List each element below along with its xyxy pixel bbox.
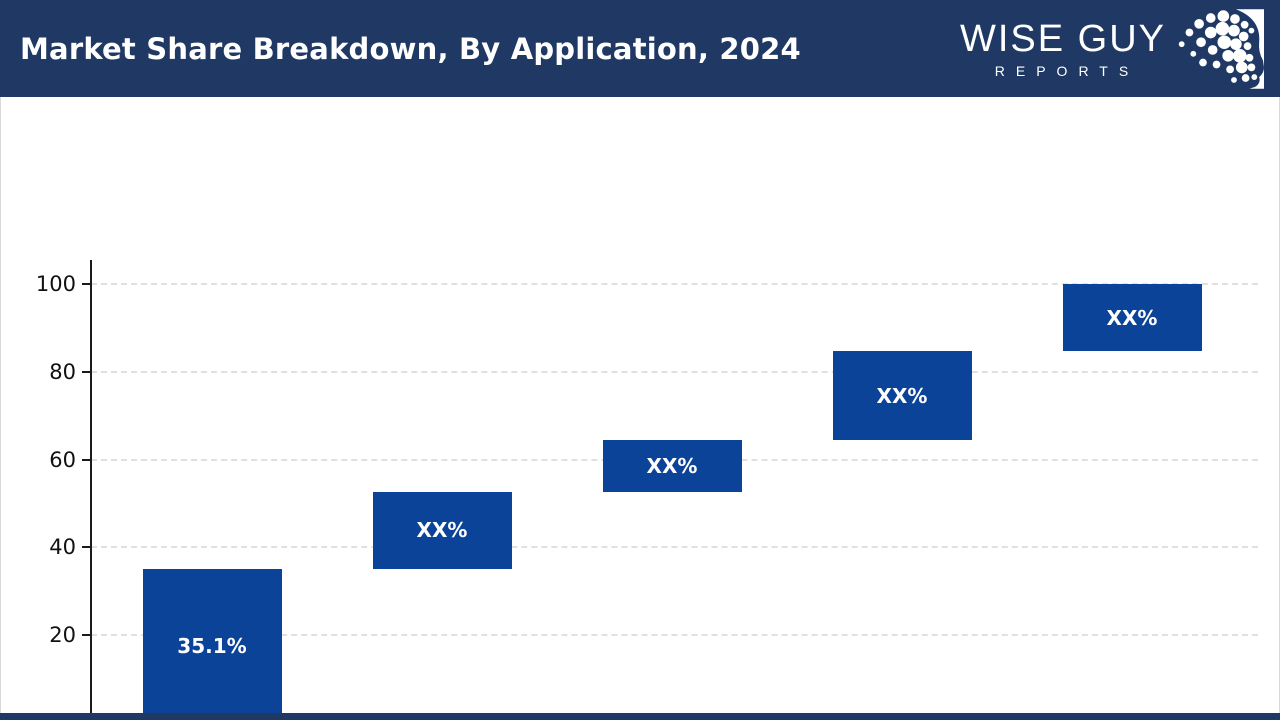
y-tick-label: 40 bbox=[49, 535, 76, 560]
gridline-100 bbox=[91, 283, 1258, 285]
y-tick-label: 100 bbox=[35, 272, 76, 296]
chart-area: 02040608010035.1%ID CardsXX%Membership C… bbox=[0, 97, 1280, 720]
y-axis-tick bbox=[82, 283, 90, 285]
logo-head-icon bbox=[1178, 8, 1264, 89]
footer-bar bbox=[0, 713, 1280, 720]
gridline-20 bbox=[91, 634, 1258, 637]
page-title: Market Share Breakdown, By Application, … bbox=[20, 31, 801, 66]
y-axis-tick bbox=[82, 458, 90, 461]
bar-value-label: XX% bbox=[876, 383, 928, 408]
bar-id-cards: 35.1% bbox=[142, 568, 282, 720]
bar-access-control-cards: XX% bbox=[832, 351, 972, 441]
y-tick-label: 60 bbox=[49, 447, 76, 472]
y-axis-tick bbox=[82, 370, 90, 373]
chart-plot: 02040608010035.1%ID CardsXX%Membership C… bbox=[1, 97, 1280, 720]
bar-value-label: XX% bbox=[1106, 305, 1158, 330]
gridline-40 bbox=[91, 546, 1258, 549]
bar-value-label: 35.1% bbox=[177, 633, 247, 658]
bar-value-label: XX% bbox=[646, 454, 698, 479]
bar-government-issued-cards: XX% bbox=[1062, 284, 1202, 352]
y-axis-tick bbox=[82, 546, 90, 549]
bar-membership-cards: XX% bbox=[372, 492, 512, 569]
logo-subtext: REPORTS bbox=[994, 62, 1140, 79]
bar-loyalty-cards: XX% bbox=[602, 440, 742, 493]
header-bar: Market Share Breakdown, By Application, … bbox=[0, 0, 1280, 97]
y-tick-label: 80 bbox=[49, 359, 76, 384]
wise-guy-logo: WISE GUY REPORTS bbox=[960, 8, 1266, 90]
y-tick-label: 20 bbox=[49, 623, 76, 648]
gridline-80 bbox=[91, 370, 1258, 373]
y-axis-spine bbox=[90, 260, 92, 720]
logo-text: WISE GUY REPORTS bbox=[960, 20, 1166, 78]
bar-value-label: XX% bbox=[416, 518, 468, 543]
logo-wordmark: WISE GUY bbox=[959, 17, 1166, 60]
y-axis-tick bbox=[82, 634, 90, 637]
